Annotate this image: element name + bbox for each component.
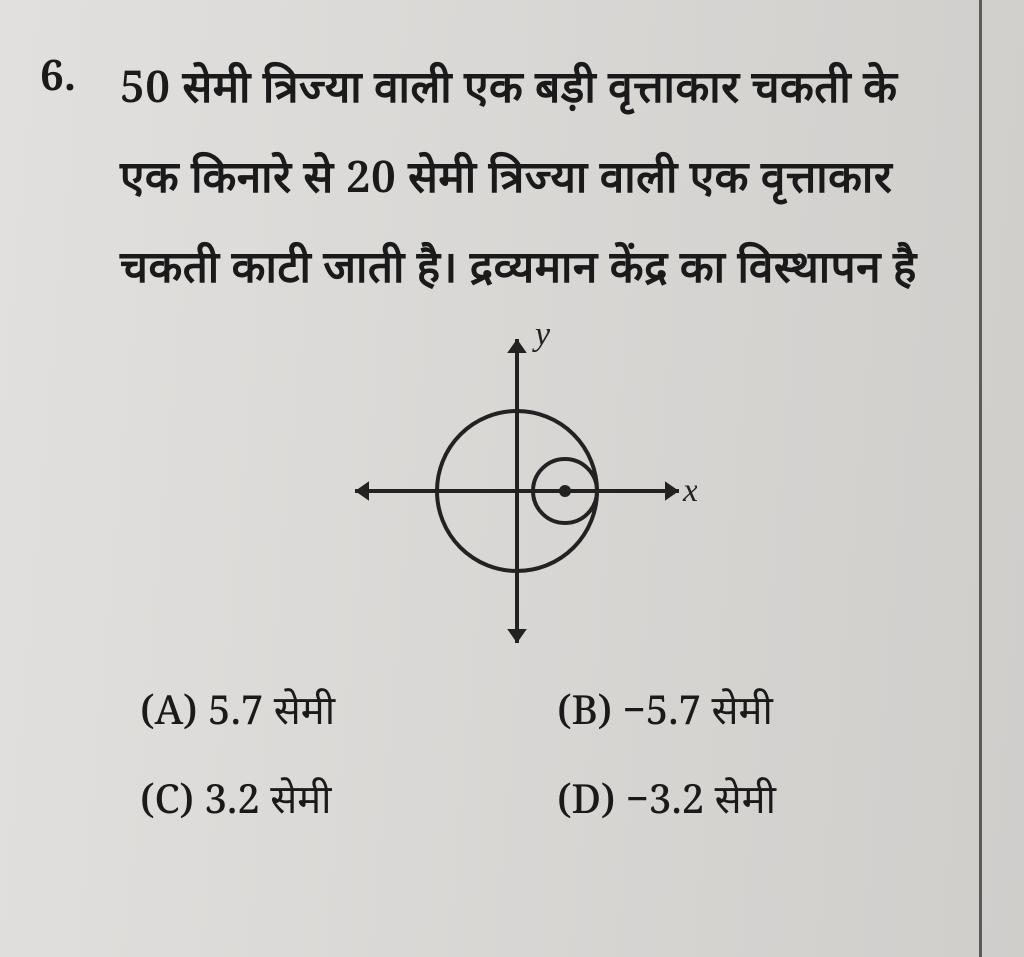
- options-grid: (A) 5.7 सेमी (B) −5.7 सेमी (C) 3.2 सेमी …: [140, 681, 934, 825]
- question-text: 50 सेमी त्रिज्या वाली एक बड़ी वृत्ताकार …: [120, 40, 994, 311]
- question-number: 6.: [40, 40, 120, 103]
- option-d[interactable]: (D) −3.2 सेमी: [557, 770, 934, 825]
- option-a[interactable]: (A) 5.7 सेमी: [140, 681, 517, 736]
- figure-wrapper: yx: [40, 321, 994, 661]
- option-b[interactable]: (B) −5.7 सेमी: [557, 681, 934, 736]
- axis-label-x: x: [682, 472, 697, 509]
- option-c[interactable]: (C) 3.2 सेमी: [140, 770, 517, 825]
- question-row: 6. 50 सेमी त्रिज्या वाली एक बड़ी वृत्ताक…: [40, 40, 994, 311]
- right-margin-rule: [979, 0, 982, 957]
- page: 6. 50 सेमी त्रिज्या वाली एक बड़ी वृत्ताक…: [0, 0, 1024, 957]
- axis-label-y: y: [532, 321, 551, 353]
- disc-diagram: yx: [337, 321, 697, 661]
